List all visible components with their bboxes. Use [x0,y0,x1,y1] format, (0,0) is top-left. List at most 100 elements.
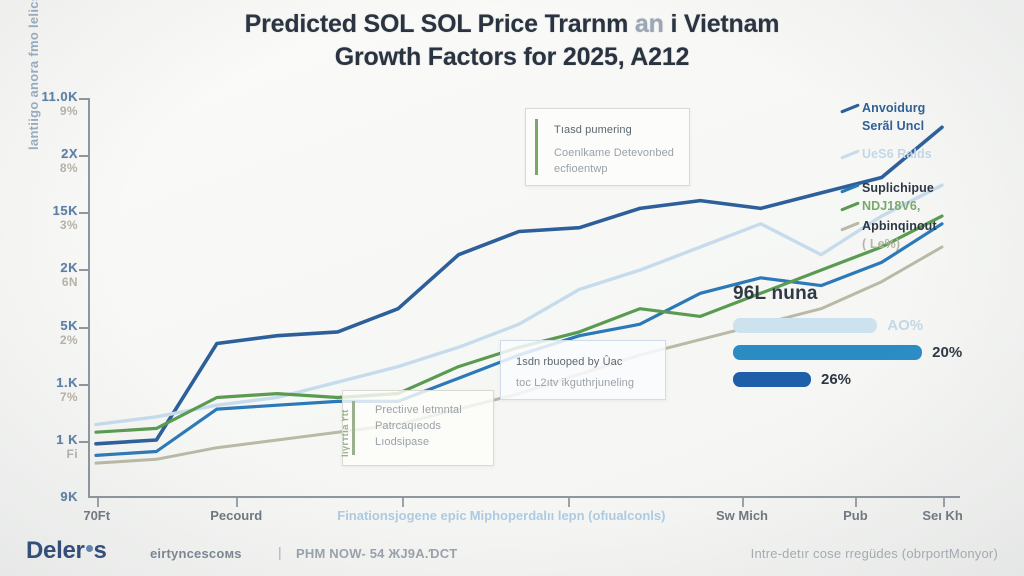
footer-meta: PНM NOW- 54 ЖJ9A.ƊCT [296,546,458,561]
annotation-accent-bar [535,119,538,175]
y-axis-tick [79,98,88,100]
bar [733,318,878,333]
y-axis-tick-label: 2K 6N [14,260,78,290]
legend-item-label: ( Le%) [862,237,901,251]
title-line-2: Growth Factors for 2025, A212 [334,43,690,71]
title-line-1-part-b: i Vietnam [670,10,780,38]
x-axis-tick-label: Miphoperdalıı lepn (ofıualconls) [469,508,666,523]
brand-name: Deler [26,537,85,564]
annotation-trend: Tıasd pumering Coenlkame Detevonbed ecfi… [525,108,690,186]
footer: Deler s eirtyncescoмs | PНM NOW- 54 ЖJ9A.… [0,528,1024,576]
x-axis-tick-label: Pub [843,508,868,523]
annotation-trend-line3: ecfioentwp [554,163,608,175]
annotation-vertical-line2: Patrcaqıeods [375,420,442,432]
y-tick-value: 2X [61,146,78,162]
y-tick-value: 1 K [56,431,78,447]
y-tick-value: 9K [60,489,78,504]
legend-item-label: Anvoidurg [862,101,926,115]
brand-dot-icon [85,545,93,552]
x-axis-tick [401,498,404,507]
x-axis-line [88,496,960,498]
bar-value-label: 26% [821,371,852,388]
legend-item-label: Apbinqinout [862,219,937,233]
x-axis-tick [567,498,570,507]
annotation-trend-line1: Tıasd pumering [554,124,632,136]
y-axis-tick [79,440,88,443]
x-axis-tick-label: 70Ft [83,508,111,523]
y-axis-tick-label: 5K 2% [14,318,78,348]
legend-item-label: NDJ18V6, [862,199,921,213]
x-axis-tick-label: Pecourd [210,508,263,523]
y-axis-tick [79,155,88,158]
page-title: Predicted SOL SOL Price Trarnm an i Viet… [0,8,1024,74]
y-axis-tick-label: 9K [14,489,78,504]
y-tick-percent: 3% [59,218,78,233]
y-tick-percent: 7% [59,389,78,404]
annotation-blue: 1sdn rbuoped by Ûac tос L2ıtv ikguthrjun… [500,340,666,400]
annotation-blue-line2: tос L2ıtv ikguthrjuneling [516,377,635,389]
series-line [94,125,944,446]
bar [733,345,923,360]
y-axis-tick [79,212,88,215]
bar-panel-title: 96L nuna [733,283,818,304]
y-tick-percent: 9% [59,104,78,118]
brand-logo[interactable]: Deler s [26,537,107,565]
x-axis-tick-label: Seı Kh [922,508,963,523]
brand-name-tail: s [93,537,107,564]
y-tick-percent: 6N [61,275,78,290]
legend-item[interactable]: Serãl Uncl [862,118,1024,134]
y-axis-tick [79,269,88,272]
y-axis-tick-label: 15K 3% [14,203,78,233]
title-line-1-part-a: Predicted SOL SOL Price Trarnm [244,10,629,38]
x-axis-tick-label: Sw Mich [715,508,769,523]
legend-item[interactable]: ( Le%) [862,236,1024,252]
x-axis-tick [96,498,99,507]
bar-value-label: AO% [887,317,924,334]
bar-panel-rows: AO% 20% 26% [733,317,1003,388]
y-tick-value: 11.0K [41,89,78,104]
y-tick-percent: 2% [59,332,78,347]
legend-item-label: Serãl Uncl [862,119,925,133]
bar-row: 26% [733,371,1003,388]
annotation-vertical-rotated-label: Iıүгтtıа ٢tt [340,409,351,457]
y-axis-tick-label: 2X 8% [14,146,78,176]
legend-item-label: UeS6 Ralds [862,147,932,161]
series-legend[interactable]: Anvoidurg Serãl Uncl UeS6 Ralds Suplichipue… [840,100,1024,254]
x-axis-tick-label: Finationsjogene epic [337,508,467,523]
legend-item-label: Suplichipue [862,181,934,195]
annotation-vertical-line1: Prectiıve Ietmntal [375,404,462,416]
y-tick-value: 1.K [56,374,78,390]
bar-row: AO% [733,317,1003,334]
annotation-vertical: Iıүгтtıа ٢tt Prectiıve Ietmntal Patrcaqı… [340,390,494,466]
x-axis-tick [236,498,239,507]
annotation-vertical-accent-bar [352,401,355,455]
title-line-1: Predicted SOL SOL Price Trarnm an i Viet… [0,8,1024,41]
y-axis-tick-label: 1.K 7% [14,375,78,405]
bar-row: 20% [733,344,1003,361]
y-tick-value: 2K [60,260,78,276]
bar [733,372,811,387]
x-axis-tick [855,498,858,507]
bar-value-label: 20% [932,344,963,361]
footer-divider: | [278,544,282,560]
y-tick-percent: 8% [59,161,78,176]
legend-item[interactable]: Anvoidurg [840,100,1024,116]
legend-item[interactable]: UeS6 Ralds [840,146,1024,162]
legend-item[interactable]: Suplichipue [840,180,1024,196]
annotation-blue-line1: 1sdn rbuoped by Ûac [516,356,623,368]
legend-item[interactable]: Apbinqinout [840,218,1024,234]
x-axis-tick [942,498,945,507]
y-tick-value: 15K [52,203,78,219]
y-axis-tick-label: 11.0K 9% [14,89,78,119]
y-axis-line [88,98,90,498]
series-line [94,183,944,427]
y-axis-title: lantiigo anora fmo lelics jacou [26,0,41,150]
annotation-vertical-line3: Lıodsipase [375,436,430,448]
annotation-trend-line2: Coenlkame Detevonbed [554,147,675,159]
title-line-1-faded: an [634,10,664,38]
y-axis-tick [79,326,88,329]
bar-panel: 96L nuna AO% 20% 26% [733,283,1003,399]
x-axis-tick [742,498,744,507]
legend-item[interactable]: NDJ18V6, [840,198,1024,214]
